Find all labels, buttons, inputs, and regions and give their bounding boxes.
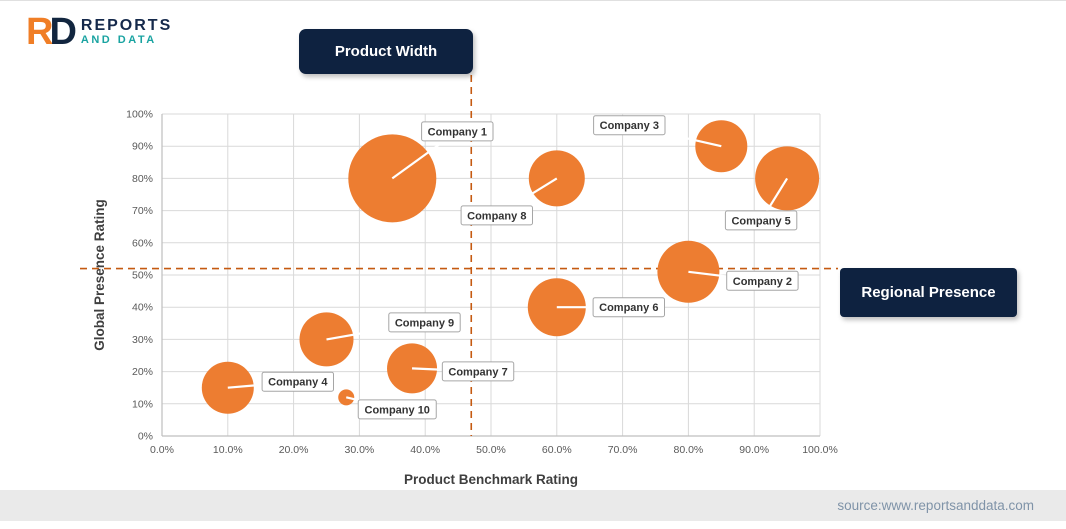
label-box-company-7 [441, 361, 515, 382]
label-text-company-6: Company 6 [599, 302, 658, 314]
x-tick-labels: 0.0% 10.0% 20.0% 30.0% 40.0% 50.0% 60.0% 70.0% 8… [150, 444, 838, 456]
brand-name-top: REPORTS [80, 16, 173, 34]
label-box-company-9 [388, 312, 461, 333]
label-text-company-4: Company 4 [268, 377, 328, 389]
label-box-company-6 [592, 297, 665, 318]
svg-text:90%: 90% [132, 141, 153, 153]
svg-text:30.0%: 30.0% [345, 444, 375, 456]
label-text-company-3: Company 3 [600, 120, 659, 132]
svg-text:40.0%: 40.0% [410, 444, 440, 456]
svg-text:100%: 100% [126, 109, 153, 121]
svg-text:60.0%: 60.0% [542, 444, 572, 456]
label-text-company-8: Company 8 [467, 210, 526, 222]
svg-text:20.0%: 20.0% [279, 444, 309, 456]
svg-text:0.0%: 0.0% [150, 444, 174, 456]
y-tick-labels: 0% 10% 20% 30% 40% 50% 60% 70% 80% 90% 100% [126, 109, 153, 443]
label-text-company-7: Company 7 [448, 366, 507, 378]
svg-text:80%: 80% [132, 173, 153, 185]
label-box-company-4 [261, 371, 335, 392]
svg-text:70%: 70% [132, 205, 153, 217]
regional-presence-callout: Regional Presence [840, 268, 1017, 317]
svg-text:40%: 40% [132, 302, 153, 314]
svg-text:50.0%: 50.0% [476, 444, 506, 456]
logo-text: REPORTS AND DATA [80, 16, 173, 46]
logo-letter-d: D [49, 11, 77, 53]
svg-text:100.0%: 100.0% [802, 444, 838, 456]
footer-bar: source:www.reportsanddata.com [0, 490, 1066, 521]
y-axis-title: Global Presence Rating [92, 199, 107, 351]
svg-text:90.0%: 90.0% [739, 444, 769, 456]
svg-text:30%: 30% [132, 334, 153, 346]
svg-text:10%: 10% [132, 398, 153, 410]
label-text-company-5: Company 5 [731, 215, 790, 227]
source-text: source:www.reportsanddata.com [837, 498, 1034, 513]
product-width-callout: Product Width [299, 29, 473, 74]
svg-text:20%: 20% [132, 366, 153, 378]
label-text-company-10: Company 10 [365, 404, 430, 416]
label-text-company-9: Company 9 [395, 317, 454, 329]
logo-letter-r: R [26, 11, 54, 53]
svg-text:60%: 60% [132, 237, 153, 249]
svg-text:10.0%: 10.0% [213, 444, 243, 456]
label-box-company-5 [724, 210, 798, 231]
bubbles [201, 120, 820, 414]
svg-text:80.0%: 80.0% [674, 444, 704, 456]
logo: RD REPORTS AND DATA [26, 13, 172, 51]
data-labels: Company 1 Company 8 Company 3 Company 5 Comp… [261, 115, 799, 420]
svg-text:70.0%: 70.0% [608, 444, 638, 456]
label-box-company-3 [593, 115, 666, 136]
label-text-company-1: Company 1 [428, 126, 487, 138]
brand-name-bottom: AND DATA [80, 33, 157, 46]
label-box-company-1 [421, 121, 494, 142]
label-box-company-2 [726, 270, 799, 291]
logo-mark-icon: RD [26, 11, 77, 53]
svg-text:50%: 50% [132, 270, 153, 282]
label-text-company-2: Company 2 [733, 276, 792, 288]
label-box-company-8 [460, 205, 534, 226]
svg-text:0%: 0% [138, 431, 153, 443]
label-box-company-10 [357, 399, 437, 420]
x-axis-title: Product Benchmark Rating [404, 472, 578, 487]
